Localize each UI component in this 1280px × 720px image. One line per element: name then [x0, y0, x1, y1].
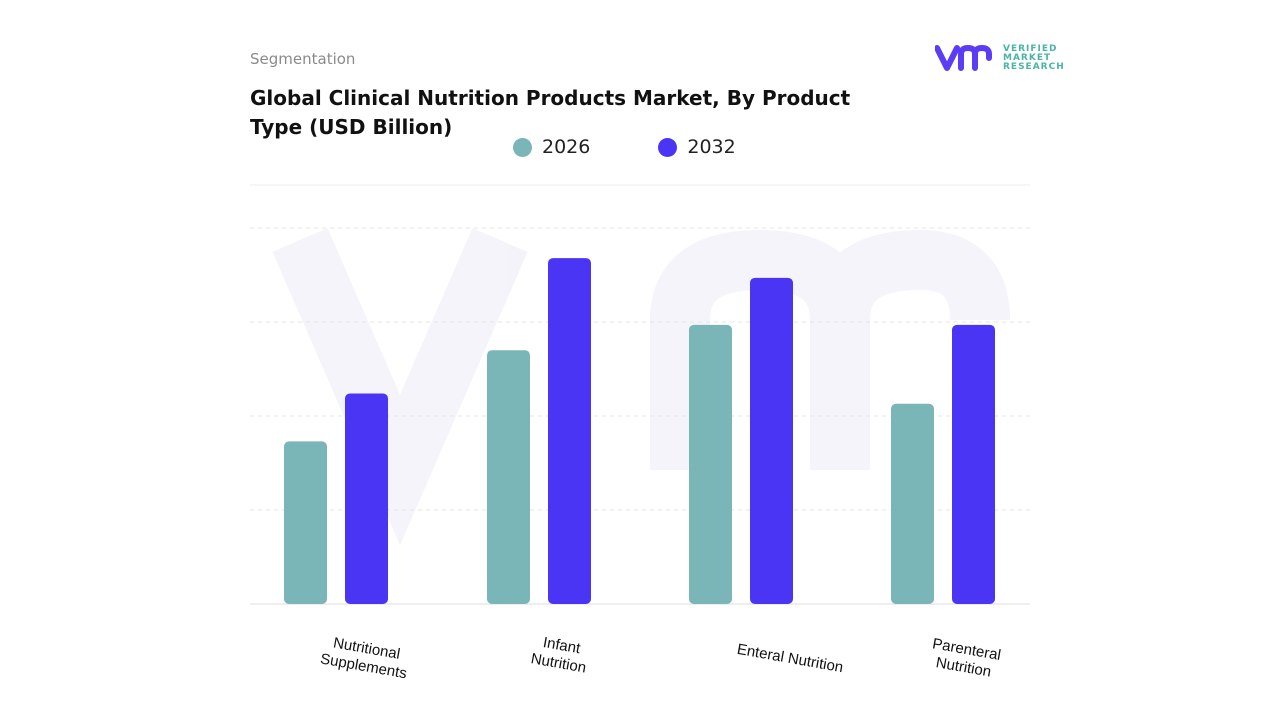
legend-item-2026: 2026 [513, 136, 590, 158]
bar-2032-3 [952, 324, 995, 604]
legend-swatch [513, 137, 532, 157]
bar-2026-2 [689, 324, 732, 604]
bar-2032-0 [345, 393, 388, 604]
bar-2026-0 [284, 441, 327, 604]
bar-2026-3 [891, 403, 934, 604]
bar-2026-1 [487, 350, 530, 604]
bar-2032-2 [750, 277, 793, 604]
chart-title: Global Clinical Nutrition Products Marke… [250, 86, 851, 139]
vmr-logo-icon [935, 44, 992, 71]
section-label: Segmentation [250, 50, 356, 68]
logo: VERIFIED MARKET RESEARCH [935, 44, 1065, 72]
legend-item-2032: 2032 [658, 136, 736, 158]
watermark [272, 228, 1010, 546]
logo-text: VERIFIED MARKET RESEARCH [1003, 43, 1065, 72]
legend: 2026 2032 [513, 136, 736, 158]
legend-swatch [658, 137, 678, 157]
bar-2032-1 [548, 258, 591, 604]
